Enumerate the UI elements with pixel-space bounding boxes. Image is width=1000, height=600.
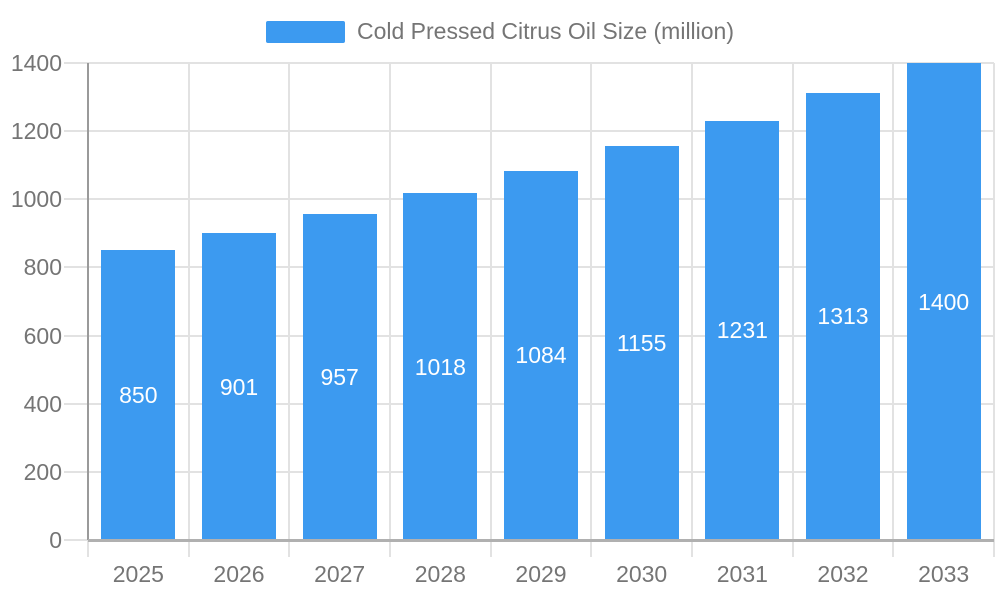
bar[interactable] [202, 233, 276, 540]
y-tick-label: 800 [23, 254, 62, 281]
gridline-vertical [892, 63, 895, 557]
bar[interactable] [604, 146, 679, 540]
x-tick-label: 2029 [515, 561, 567, 587]
x-tick-label: 2027 [314, 561, 366, 587]
bar-value-label: 1400 [918, 288, 970, 315]
gridline-vertical [288, 63, 291, 557]
legend-swatch-icon [265, 20, 345, 43]
bar-value-label: 850 [119, 382, 158, 409]
x-tick-label: 2032 [817, 561, 869, 587]
y-tick-label: 400 [23, 390, 62, 417]
bar[interactable] [403, 193, 478, 540]
gridline-vertical [993, 63, 995, 557]
y-tick-label: 600 [23, 322, 62, 349]
y-tick-label: 1000 [10, 186, 62, 213]
gridline-vertical [791, 63, 794, 557]
bar[interactable] [705, 120, 780, 540]
y-axis-line [87, 63, 89, 540]
gridline-vertical [489, 63, 492, 557]
x-tick-label: 2030 [616, 561, 668, 587]
bar-value-label: 1018 [414, 353, 466, 380]
gridline-vertical [691, 63, 693, 557]
gridline-vertical [389, 63, 391, 557]
bar[interactable] [504, 170, 578, 540]
x-tick-label: 2025 [112, 561, 164, 587]
x-tick-label: 2028 [414, 561, 466, 587]
bar[interactable] [906, 63, 981, 540]
y-tick-label: 200 [23, 458, 62, 485]
bar[interactable] [806, 92, 880, 540]
bar-value-label: 901 [219, 373, 259, 400]
x-axis-line [88, 539, 994, 542]
gridline-vertical [187, 63, 190, 557]
x-tick-label: 2033 [918, 561, 970, 587]
bar[interactable] [302, 213, 377, 540]
bar-value-label: 957 [320, 363, 359, 390]
y-tick-label: 0 [49, 527, 62, 553]
bar-value-label: 1155 [616, 330, 667, 357]
gridline-horizontal [64, 130, 994, 133]
x-tick-label: 2031 [716, 561, 768, 587]
gridline-horizontal [64, 62, 994, 64]
bar-value-label: 1231 [716, 317, 768, 344]
y-tick-label: 1400 [10, 50, 62, 76]
bar-value-label: 1084 [515, 342, 567, 369]
x-tick-label: 2026 [213, 561, 265, 587]
legend-label: Cold Pressed Citrus Oil Size (million) [356, 18, 735, 44]
legend[interactable]: Cold Pressed Citrus Oil Size (million) [0, 18, 1000, 45]
bar[interactable] [101, 250, 176, 540]
y-tick-label: 1200 [10, 118, 62, 145]
bar-value-label: 1313 [817, 303, 869, 330]
gridline-vertical [590, 63, 593, 557]
